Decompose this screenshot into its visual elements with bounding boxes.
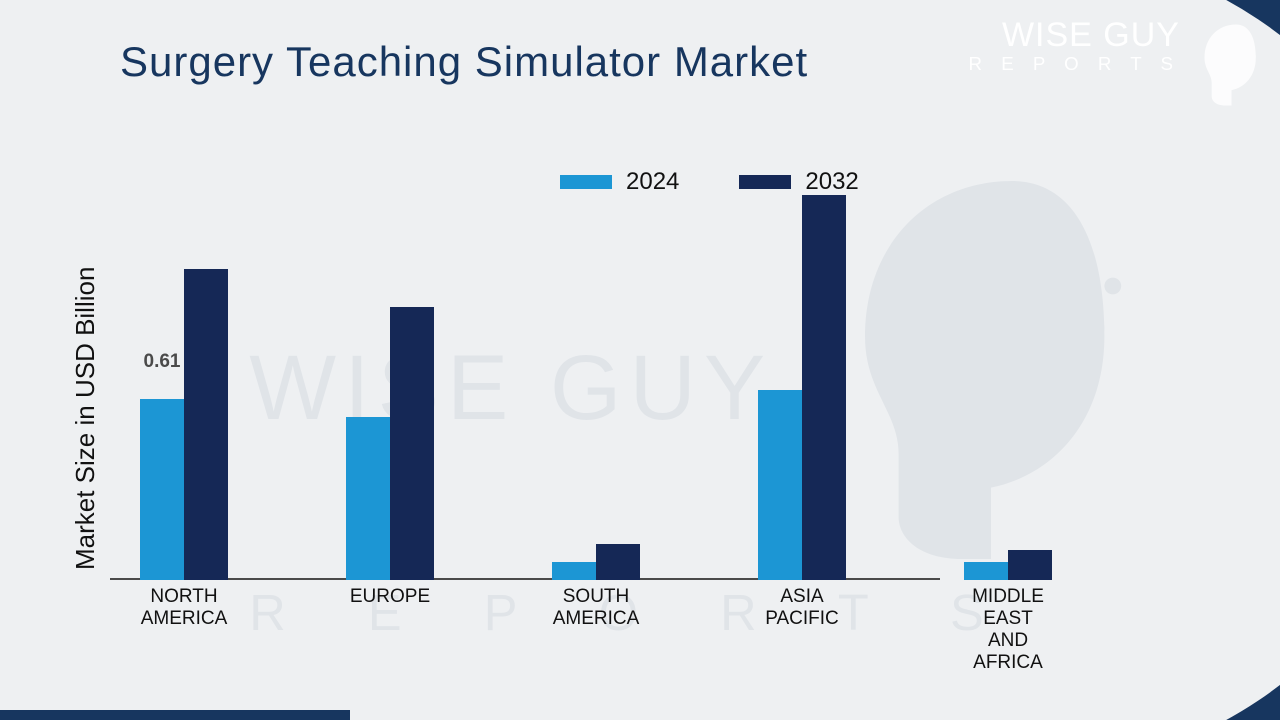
logo-head-icon <box>1182 20 1272 110</box>
x-axis-category-label: ASIA PACIFIC <box>732 586 872 630</box>
chart-canvas: WISE GUY R E P O R T S Surgery Teaching … <box>0 0 1280 720</box>
bar <box>552 562 596 580</box>
bar <box>140 399 184 580</box>
logo-line2: R E P O R T S <box>969 54 1180 74</box>
bar <box>802 195 846 580</box>
plot-area: 0.61NORTH AMERICAEUROPESOUTH AMERICAASIA… <box>110 180 940 580</box>
bar-data-label: 0.61 <box>144 351 181 373</box>
chart-title: Surgery Teaching Simulator Market <box>120 38 808 86</box>
bar <box>758 390 802 580</box>
brand-logo-text: WISE GUY R E P O R T S <box>969 18 1180 73</box>
x-axis-category-label: NORTH AMERICA <box>114 586 254 630</box>
bottom-accent-strip <box>0 710 350 720</box>
x-axis-category-label: EUROPE <box>320 586 460 608</box>
bar <box>1008 550 1052 580</box>
x-axis-category-label: SOUTH AMERICA <box>526 586 666 630</box>
bar <box>184 269 228 580</box>
logo-line1: WISE GUY <box>969 18 1180 54</box>
y-axis-label: Market Size in USD Billion <box>70 267 101 570</box>
bar <box>390 307 434 580</box>
x-axis-category-label: MIDDLE EAST AND AFRICA <box>938 586 1078 673</box>
bar <box>964 562 1008 580</box>
bar <box>346 417 390 580</box>
bar <box>596 544 640 580</box>
